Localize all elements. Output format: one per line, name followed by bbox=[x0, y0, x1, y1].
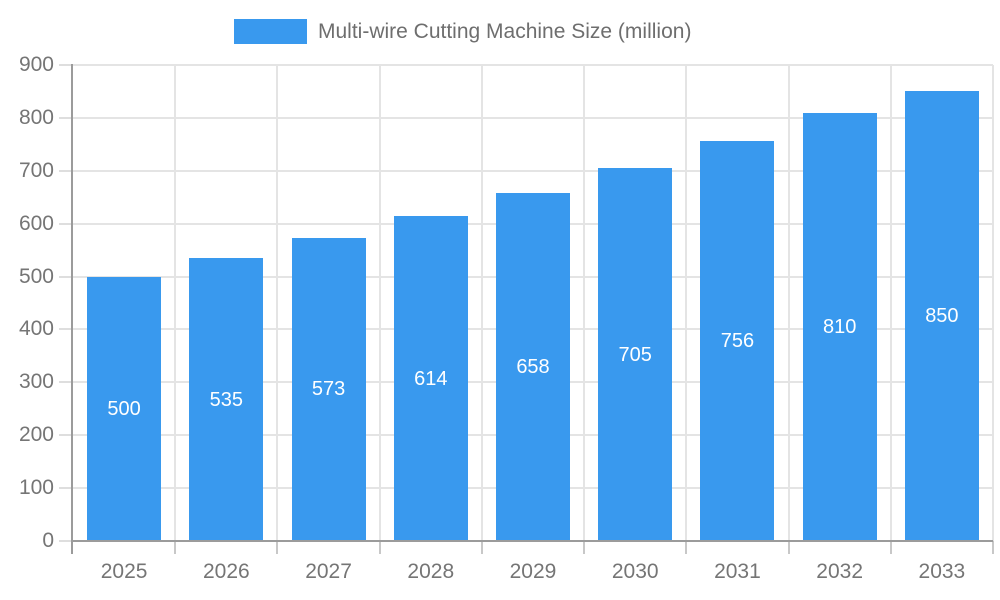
bar-value-label: 810 bbox=[822, 315, 857, 338]
bar-2029[interactable]: 658 bbox=[496, 192, 570, 541]
y-gridline bbox=[73, 169, 993, 172]
y-tick bbox=[59, 64, 73, 66]
y-axis-label: 200 bbox=[18, 423, 54, 447]
bar-2025[interactable]: 500 bbox=[87, 276, 162, 541]
x-gridline bbox=[992, 65, 994, 541]
x-tick bbox=[378, 541, 381, 554]
y-tick bbox=[59, 434, 73, 437]
x-axis-label: 2033 bbox=[918, 560, 966, 583]
x-axis-label: 2028 bbox=[407, 560, 455, 583]
bar-value-label: 756 bbox=[720, 330, 755, 353]
y-axis-label: 800 bbox=[18, 105, 54, 129]
bar-value-label: 535 bbox=[209, 388, 244, 411]
x-gridline bbox=[889, 65, 892, 541]
x-axis-label: 2025 bbox=[100, 560, 148, 583]
x-tick bbox=[787, 541, 790, 554]
x-axis-label: 2032 bbox=[816, 560, 864, 583]
y-tick bbox=[59, 487, 73, 490]
x-axis-label: 2029 bbox=[509, 560, 557, 583]
y-tick bbox=[59, 381, 73, 384]
y-axis-label: 100 bbox=[18, 476, 54, 500]
y-axis-label: 300 bbox=[18, 370, 54, 394]
x-tick bbox=[276, 541, 279, 554]
x-tick bbox=[685, 541, 688, 554]
bar-value-label: 850 bbox=[925, 305, 959, 328]
y-axis-label: 0 bbox=[42, 529, 54, 552]
x-gridline bbox=[276, 65, 279, 541]
y-axis-line bbox=[71, 64, 73, 554]
x-axis-label: 2031 bbox=[714, 560, 761, 583]
y-gridline bbox=[73, 64, 993, 66]
x-gridline bbox=[583, 65, 586, 541]
y-gridline bbox=[73, 116, 993, 119]
y-tick bbox=[59, 275, 73, 278]
y-tick bbox=[59, 116, 73, 119]
y-tick bbox=[59, 328, 73, 331]
x-tick bbox=[889, 541, 892, 554]
x-gridline bbox=[685, 65, 688, 541]
x-gridline bbox=[378, 65, 381, 541]
x-tick bbox=[992, 541, 994, 554]
legend-label: Multi-wire Cutting Machine Size (million… bbox=[318, 19, 692, 43]
x-axis-label: 2026 bbox=[202, 560, 250, 583]
x-gridline bbox=[174, 65, 177, 541]
y-tick bbox=[59, 222, 73, 225]
y-axis-label: 700 bbox=[18, 158, 54, 182]
chart-legend[interactable]: Multi-wire Cutting Machine Size (million… bbox=[234, 19, 691, 44]
x-tick bbox=[583, 541, 586, 554]
bar-value-label: 500 bbox=[107, 397, 141, 420]
x-tick bbox=[480, 541, 483, 554]
y-axis-label: 900 bbox=[18, 53, 54, 76]
bar-2028[interactable]: 614 bbox=[393, 216, 468, 541]
x-axis-line bbox=[71, 540, 993, 542]
bar-2027[interactable]: 573 bbox=[291, 237, 366, 541]
bar-2031[interactable]: 756 bbox=[700, 141, 775, 541]
x-gridline bbox=[480, 65, 483, 541]
x-axis-label: 2027 bbox=[305, 560, 352, 583]
legend-swatch-icon bbox=[234, 19, 307, 44]
bar-2033[interactable]: 850 bbox=[904, 91, 979, 541]
y-tick bbox=[59, 540, 73, 542]
bar-value-label: 614 bbox=[414, 367, 448, 390]
y-axis-label: 500 bbox=[18, 264, 54, 288]
x-axis-label: 2030 bbox=[611, 560, 659, 583]
bar-2030[interactable]: 705 bbox=[598, 168, 673, 541]
x-tick bbox=[174, 541, 177, 554]
bar-2026[interactable]: 535 bbox=[189, 258, 264, 541]
y-tick bbox=[59, 169, 73, 172]
x-gridline bbox=[787, 65, 790, 541]
bar-value-label: 573 bbox=[311, 378, 346, 401]
bar-value-label: 658 bbox=[516, 355, 550, 378]
bar-2032[interactable]: 810 bbox=[802, 112, 877, 541]
bar-value-label: 705 bbox=[618, 343, 652, 366]
y-axis-label: 600 bbox=[18, 211, 54, 235]
y-axis-label: 400 bbox=[18, 317, 54, 341]
